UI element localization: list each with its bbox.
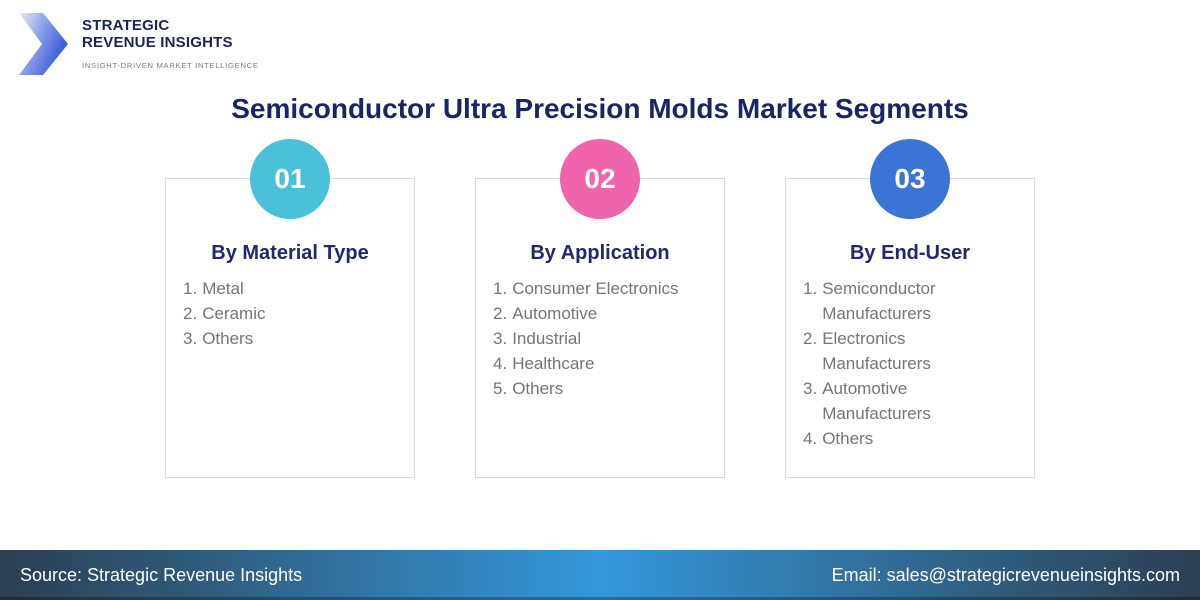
page-title: Semiconductor Ultra Precision Molds Mark… [231,93,969,124]
item-number: 3. [183,329,198,348]
item-label: Ceramic [202,304,266,323]
brand-name-line2: REVENUE INSIGHTS [82,34,233,51]
footer-email-text: Email: sales@strategicrevenueinsights.co… [831,564,1180,585]
item-label: Metal [202,279,244,298]
footer-source-text: Source: Strategic Revenue Insights [20,564,303,585]
list-item: 2. Automotive [493,301,707,326]
card-heading: By Application [530,242,670,264]
item-label: Industrial [512,329,582,348]
list-item: 3. Automotive Manufacturers [803,376,1017,426]
item-number: 3. [493,329,508,348]
item-number: 4. [803,429,818,448]
list-item: 1. Metal [183,276,397,301]
list-item: 1. Consumer Electronics [493,276,707,301]
list-item: 4. Others [803,426,1017,451]
card-heading: By End-User [849,242,971,264]
list-item: 2. Electronics Manufacturers [803,326,1017,376]
item-label: Others [512,379,564,398]
card-list: 1. Consumer Electronics 2. Automotive 3.… [493,276,707,401]
item-label: Others [202,329,254,348]
item-number: 2. [493,304,508,323]
item-number: 4. [493,354,508,373]
item-number: 5. [493,379,508,398]
item-label: Electronics Manufacturers [822,329,931,373]
segment-cards-row: 01 By Material Type 1. Metal 2. Ceramic … [165,139,1035,478]
item-number: 2. [803,329,818,348]
badge-01: 01 [250,139,330,219]
list-item: 3. Industrial [493,326,707,351]
item-label: Semiconductor Manufacturers [822,279,936,323]
card-by-application: 02 By Application 1. Consumer Electronic… [475,139,725,478]
item-number: 1. [183,279,198,298]
brand-name-line1: STRATEGIC [82,17,170,35]
footer-bar: Source: Strategic Revenue Insights Email… [0,550,1200,600]
item-number: 3. [803,379,818,398]
item-label: Healthcare [512,354,595,373]
card-by-material-type: 01 By Material Type 1. Metal 2. Ceramic … [165,139,415,478]
card-by-end-user: 03 By End-User 1. Semiconductor Manufact… [785,139,1035,478]
badge-03: 03 [870,139,950,219]
item-label: Others [822,429,874,448]
item-label: Automotive Manufacturers [822,379,931,423]
item-label: Automotive [512,304,598,323]
card-heading: By Material Type [211,242,369,264]
brand-logo: STRATEGIC REVENUE INSIGHTS INSIGHT-DRIVE… [18,12,259,76]
list-item: 1. Semiconductor Manufacturers [803,276,1017,326]
badge-02: 02 [560,139,640,219]
chevron-logo-icon [19,13,68,75]
list-item: 4. Healthcare [493,351,707,376]
list-item: 5. Others [493,376,707,401]
card-list: 1. Metal 2. Ceramic 3. Others [183,276,397,351]
item-label: Consumer Electronics [512,279,679,298]
list-item: 3. Others [183,326,397,351]
item-number: 2. [183,304,198,323]
item-number: 1. [493,279,508,298]
list-item: 2. Ceramic [183,301,397,326]
card-list: 1. Semiconductor Manufacturers 2. Electr… [803,276,1017,451]
item-number: 1. [803,279,818,298]
brand-tagline: INSIGHT-DRIVEN MARKET INTELLIGENCE [82,60,259,70]
